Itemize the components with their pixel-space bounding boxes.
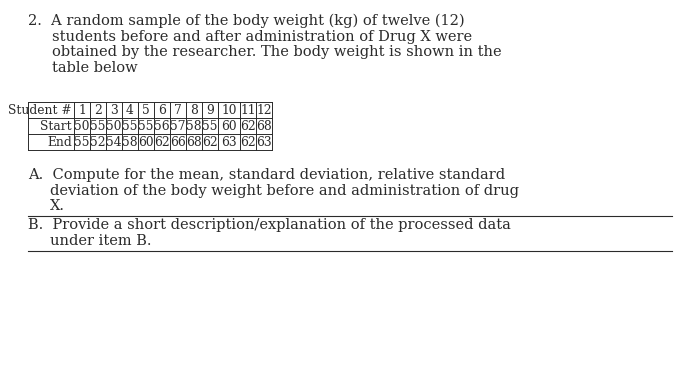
Text: under item B.: under item B.	[50, 234, 151, 248]
Text: Student #: Student #	[8, 104, 72, 117]
Text: 55: 55	[139, 120, 154, 133]
Text: 6: 6	[158, 104, 166, 117]
Text: 58: 58	[122, 136, 138, 149]
Text: 62: 62	[154, 136, 170, 149]
Text: 57: 57	[170, 120, 186, 133]
Text: 55: 55	[90, 120, 106, 133]
Text: 9: 9	[206, 104, 214, 117]
Text: 50: 50	[74, 120, 90, 133]
Text: table below: table below	[52, 61, 138, 75]
Text: 52: 52	[90, 136, 106, 149]
Text: 50: 50	[106, 120, 122, 133]
Text: 60: 60	[138, 136, 154, 149]
Text: 2.  A random sample of the body weight (kg) of twelve (12): 2. A random sample of the body weight (k…	[28, 14, 465, 29]
Text: deviation of the body weight before and administration of drug: deviation of the body weight before and …	[50, 183, 519, 197]
Text: 58: 58	[186, 120, 202, 133]
Text: 55: 55	[74, 136, 90, 149]
Text: 66: 66	[170, 136, 186, 149]
Text: 55: 55	[122, 120, 138, 133]
Text: X.: X.	[50, 199, 65, 213]
Text: 7: 7	[174, 104, 182, 117]
Text: 68: 68	[186, 136, 202, 149]
Text: 54: 54	[106, 136, 122, 149]
Text: 11: 11	[240, 104, 256, 117]
Text: 63: 63	[256, 136, 272, 149]
Text: 60: 60	[221, 120, 237, 133]
Text: End: End	[48, 136, 72, 149]
Text: 1: 1	[78, 104, 86, 117]
Text: 12: 12	[256, 104, 272, 117]
Text: obtained by the researcher. The body weight is shown in the: obtained by the researcher. The body wei…	[52, 45, 502, 59]
Text: 62: 62	[240, 136, 256, 149]
Text: 2: 2	[94, 104, 102, 117]
Text: B.  Provide a short description/explanation of the processed data: B. Provide a short description/explanati…	[28, 219, 511, 233]
Text: 3: 3	[110, 104, 118, 117]
Text: 8: 8	[190, 104, 198, 117]
Text: 4: 4	[126, 104, 134, 117]
Text: 56: 56	[154, 120, 170, 133]
Text: 62: 62	[202, 136, 218, 149]
Text: 5: 5	[142, 104, 150, 117]
Text: 55: 55	[202, 120, 218, 133]
Text: 68: 68	[256, 120, 272, 133]
Text: Start: Start	[41, 120, 72, 133]
Text: students before and after administration of Drug X were: students before and after administration…	[52, 29, 472, 43]
Text: 63: 63	[221, 136, 237, 149]
Text: A.  Compute for the mean, standard deviation, relative standard: A. Compute for the mean, standard deviat…	[28, 168, 505, 182]
Text: 62: 62	[240, 120, 256, 133]
Text: 10: 10	[221, 104, 237, 117]
